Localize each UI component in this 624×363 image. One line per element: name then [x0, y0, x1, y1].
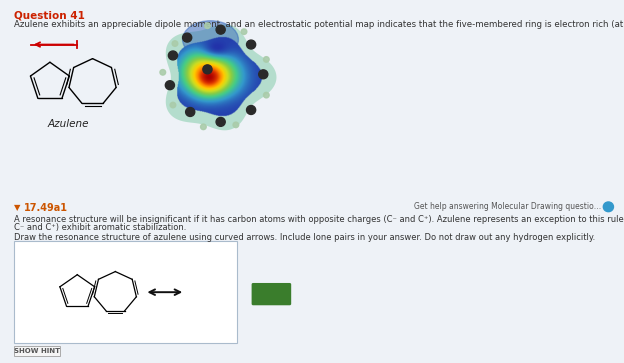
Circle shape: [170, 102, 176, 108]
FancyBboxPatch shape: [14, 346, 61, 356]
Ellipse shape: [183, 21, 238, 58]
Circle shape: [160, 70, 165, 75]
Circle shape: [216, 25, 225, 34]
Circle shape: [200, 124, 207, 130]
Circle shape: [233, 122, 239, 128]
Circle shape: [246, 40, 256, 49]
Circle shape: [241, 29, 247, 34]
PathPatch shape: [166, 24, 276, 130]
FancyBboxPatch shape: [251, 283, 291, 305]
Text: C⁻ and C⁺) exhibit aromatic stabilization.: C⁻ and C⁺) exhibit aromatic stabilizatio…: [14, 223, 186, 232]
Text: A resonance structure will be insignificant if it has carbon atoms with opposite: A resonance structure will be insignific…: [14, 215, 624, 224]
Circle shape: [165, 81, 175, 90]
Circle shape: [263, 92, 269, 98]
Text: SHOW HINT: SHOW HINT: [14, 348, 60, 354]
Circle shape: [172, 41, 178, 46]
Text: 17.49a1: 17.49a1: [24, 203, 68, 213]
Circle shape: [246, 106, 256, 114]
Text: i: i: [607, 202, 610, 211]
FancyBboxPatch shape: [14, 241, 237, 343]
Circle shape: [168, 51, 177, 60]
Text: Azulene: Azulene: [47, 119, 89, 129]
Text: Get help answering Molecular Drawing questio…: Get help answering Molecular Drawing que…: [414, 202, 602, 211]
Circle shape: [259, 70, 268, 79]
Text: Edit: Edit: [261, 289, 282, 299]
Text: Draw the resonance structure of azulene using curved arrows. Include lone pairs : Draw the resonance structure of azulene …: [14, 233, 595, 242]
Circle shape: [183, 33, 192, 42]
Circle shape: [263, 57, 269, 62]
Circle shape: [205, 23, 210, 28]
Circle shape: [603, 202, 613, 212]
Circle shape: [203, 65, 212, 74]
Text: Azulene exhibits an appreciable dipole moment, and an electrostatic potential ma: Azulene exhibits an appreciable dipole m…: [14, 20, 624, 29]
Text: Question 41: Question 41: [14, 11, 84, 21]
Circle shape: [216, 117, 225, 126]
Circle shape: [185, 107, 195, 117]
Text: ▼: ▼: [14, 203, 20, 212]
